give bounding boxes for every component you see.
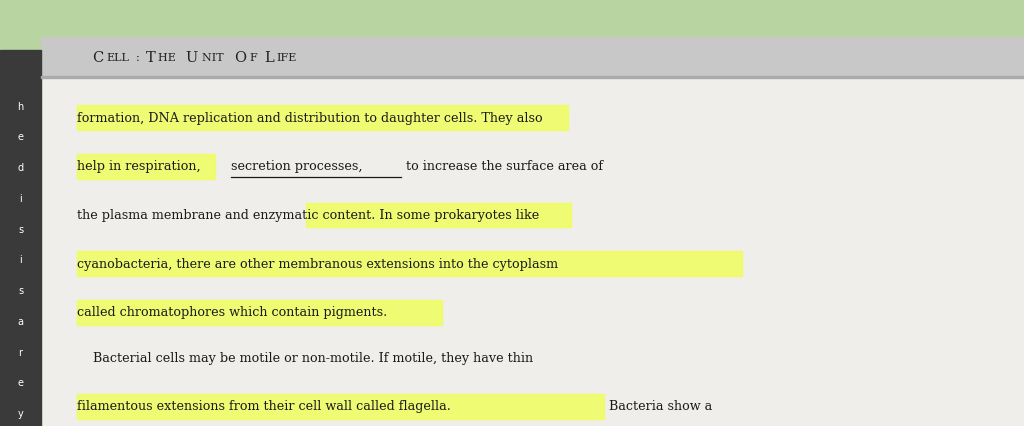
Text: to increase the surface area of: to increase the surface area of <box>402 160 603 173</box>
Text: ELL: ELL <box>106 52 130 63</box>
Bar <box>306 203 571 228</box>
Text: filamentous extensions from their cell wall called flagella.: filamentous extensions from their cell w… <box>77 400 451 412</box>
Text: secretion processes,: secretion processes, <box>231 160 362 173</box>
Bar <box>77 155 215 179</box>
Text: i: i <box>19 255 22 265</box>
Bar <box>41 77 1024 426</box>
Bar <box>77 394 604 419</box>
Text: NIT: NIT <box>202 52 226 63</box>
Text: Bacterial cells may be motile or non-motile. If motile, they have thin: Bacterial cells may be motile or non-mot… <box>77 351 532 364</box>
Bar <box>0 0 1024 51</box>
Text: d: d <box>17 163 24 173</box>
Text: O: O <box>233 51 246 64</box>
Text: formation, DNA replication and distribution to daughter cells. They also: formation, DNA replication and distribut… <box>77 112 543 124</box>
Text: L: L <box>264 51 273 64</box>
Bar <box>77 252 742 276</box>
Text: help in respiration,: help in respiration, <box>77 160 205 173</box>
Text: called chromatophores which contain pigments.: called chromatophores which contain pigm… <box>77 306 387 319</box>
Text: T: T <box>145 51 156 64</box>
Text: F: F <box>250 52 261 63</box>
Bar <box>77 106 568 131</box>
Text: C: C <box>92 51 103 64</box>
Bar <box>77 300 442 325</box>
Bar <box>0 51 41 426</box>
Text: :: : <box>136 52 143 63</box>
Text: e: e <box>17 377 24 388</box>
Text: Bacteria show a: Bacteria show a <box>605 400 713 412</box>
Text: s: s <box>17 224 24 234</box>
Text: i: i <box>19 193 22 204</box>
Bar <box>41 38 1024 77</box>
Text: IFE: IFE <box>276 52 297 63</box>
Bar <box>41 77 1024 79</box>
Text: HE: HE <box>158 52 179 63</box>
Text: y: y <box>17 408 24 418</box>
Text: s: s <box>17 285 24 296</box>
Text: r: r <box>18 347 23 357</box>
Text: cyanobacteria, there are other membranous extensions into the cytoplasm: cyanobacteria, there are other membranou… <box>77 257 558 270</box>
Text: h: h <box>17 101 24 112</box>
Text: e: e <box>17 132 24 142</box>
Text: a: a <box>17 316 24 326</box>
Text: the plasma membrane and enzymatic content. In some prokaryotes like: the plasma membrane and enzymatic conten… <box>77 209 539 222</box>
Text: U: U <box>185 51 198 64</box>
